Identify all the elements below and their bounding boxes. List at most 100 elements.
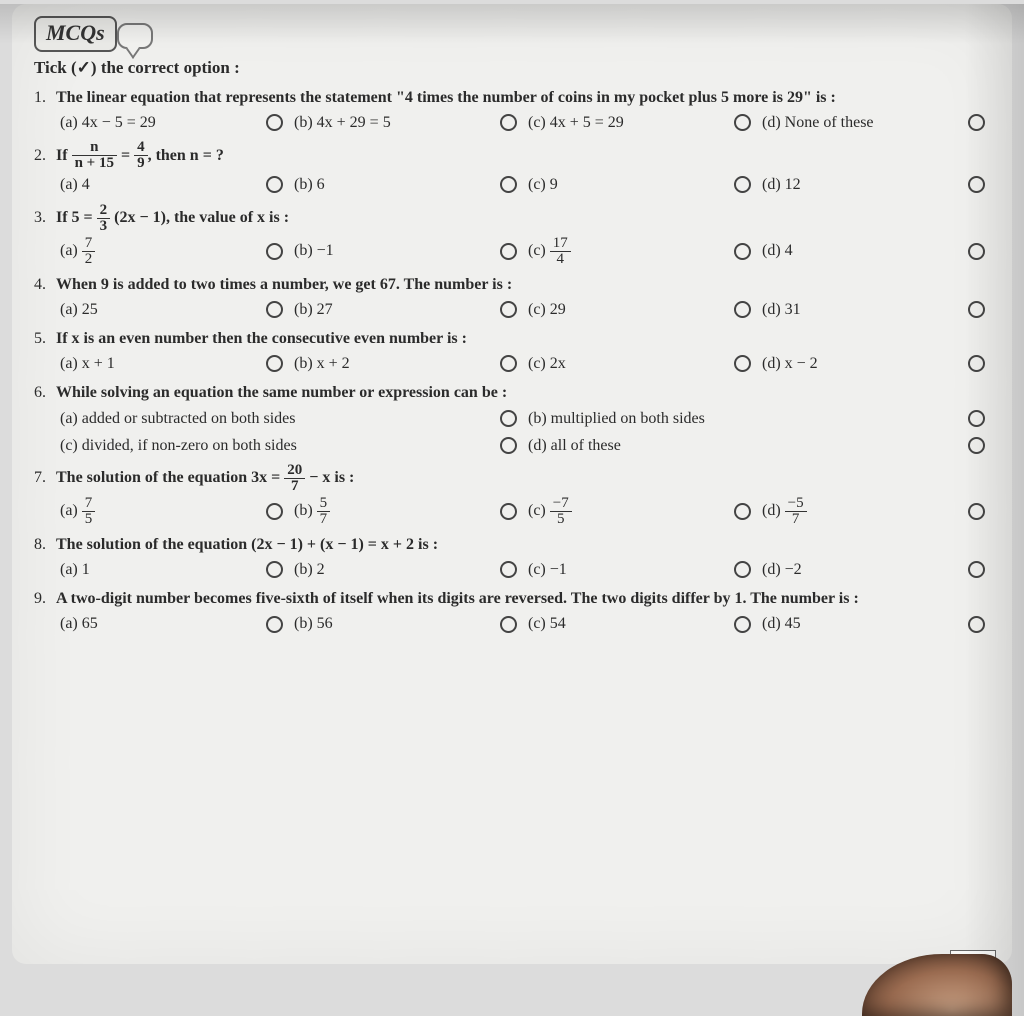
question: 8.The solution of the equation (2x − 1) … <box>34 533 990 581</box>
option: (b) 27 <box>294 298 494 321</box>
option-radio[interactable] <box>968 301 985 318</box>
option-radio[interactable] <box>500 114 517 131</box>
option: (c) 29 <box>528 298 728 321</box>
question-text: If x is an even number then the consecut… <box>56 330 467 347</box>
question-number: 7. <box>34 466 56 489</box>
option-radio[interactable] <box>266 114 283 131</box>
option: (b) −1 <box>294 239 494 262</box>
option: (c) −75 <box>528 496 728 527</box>
option: (b) multiplied on both sides <box>528 407 962 430</box>
question-text: When 9 is added to two times a number, w… <box>56 276 512 293</box>
question: 7.The solution of the equation 3x = 207 … <box>34 463 990 527</box>
option-radio[interactable] <box>266 561 283 578</box>
option: (a) 4 <box>60 173 260 196</box>
option-radio[interactable] <box>734 503 751 520</box>
option-radio[interactable] <box>968 410 985 427</box>
option: (d) None of these <box>762 111 962 134</box>
option-radio[interactable] <box>266 355 283 372</box>
option: (d) −2 <box>762 558 962 581</box>
option-radio[interactable] <box>734 616 751 633</box>
questions-container: 1.The linear equation that represents th… <box>34 86 990 636</box>
option-radio[interactable] <box>500 616 517 633</box>
option: (a) 25 <box>60 298 260 321</box>
question: 4.When 9 is added to two times a number,… <box>34 273 990 321</box>
option-radio[interactable] <box>968 114 985 131</box>
options-row: (a) x + 1(b) x + 2(c) 2x(d) x − 2 <box>60 352 990 375</box>
option-radio[interactable] <box>500 355 517 372</box>
mcq-badge: MCQs <box>34 16 117 52</box>
question: 6.While solving an equation the same num… <box>34 381 990 457</box>
options-row: (a) 4(b) 6(c) 9(d) 12 <box>60 173 990 196</box>
option-radio[interactable] <box>734 176 751 193</box>
options-row: (a) 1(b) 2(c) −1(d) −2 <box>60 558 990 581</box>
question-text: If nn + 15 = 49, then n = ? <box>56 147 224 164</box>
question-number: 6. <box>34 381 56 404</box>
option-radio[interactable] <box>500 410 517 427</box>
option-radio[interactable] <box>500 561 517 578</box>
instruction-text: Tick (✓) the correct option : <box>34 58 990 78</box>
option: (d) 4 <box>762 239 962 262</box>
question-number: 2. <box>34 144 56 167</box>
option-radio[interactable] <box>266 616 283 633</box>
page: MCQs Tick (✓) the correct option : 1.The… <box>12 4 1012 964</box>
question: 2.If nn + 15 = 49, then n = ? (a) 4(b) 6(… <box>34 140 990 196</box>
option: (d) x − 2 <box>762 352 962 375</box>
option: (b) 4x + 29 = 5 <box>294 111 494 134</box>
option-radio[interactable] <box>500 301 517 318</box>
option-radio[interactable] <box>734 561 751 578</box>
option: (a) 65 <box>60 612 260 635</box>
question: 1.The linear equation that represents th… <box>34 86 990 134</box>
option: (c) 54 <box>528 612 728 635</box>
option-radio[interactable] <box>968 503 985 520</box>
option-radio[interactable] <box>734 355 751 372</box>
option: (c) divided, if non-zero on both sides <box>60 434 494 457</box>
option: (c) 4x + 5 = 29 <box>528 111 728 134</box>
option-radio[interactable] <box>266 301 283 318</box>
question-text: While solving an equation the same numbe… <box>56 384 507 401</box>
option-radio[interactable] <box>266 176 283 193</box>
question-number: 9. <box>34 587 56 610</box>
option: (b) x + 2 <box>294 352 494 375</box>
option-radio[interactable] <box>968 176 985 193</box>
question-number: 1. <box>34 86 56 109</box>
option-radio[interactable] <box>500 243 517 260</box>
option-radio[interactable] <box>266 243 283 260</box>
option-radio[interactable] <box>968 616 985 633</box>
option-radio[interactable] <box>734 301 751 318</box>
option-radio[interactable] <box>968 243 985 260</box>
option: (a) 4x − 5 = 29 <box>60 111 260 134</box>
question-number: 8. <box>34 533 56 556</box>
option: (d) 45 <box>762 612 962 635</box>
options-row: (a) 25(b) 27(c) 29(d) 31 <box>60 298 990 321</box>
option: (b) 2 <box>294 558 494 581</box>
option-radio[interactable] <box>500 176 517 193</box>
option-radio[interactable] <box>266 503 283 520</box>
option: (b) 56 <box>294 612 494 635</box>
question: 3.If 5 = 23 (2x − 1), the value of x is … <box>34 203 990 267</box>
option: (d) all of these <box>528 434 962 457</box>
question-number: 3. <box>34 206 56 229</box>
option-radio[interactable] <box>968 355 985 372</box>
options-row: (a) 4x − 5 = 29 (b) 4x + 29 = 5 (c) 4x + 5… <box>60 111 990 134</box>
options-row: (a) 65 (b) 56 (c) 54 (d) 45 <box>60 612 990 635</box>
question-text: The linear equation that represents the … <box>56 89 836 106</box>
question-text: If 5 = 23 (2x − 1), the value of x is : <box>56 209 289 226</box>
speech-bubble-icon <box>117 23 153 49</box>
question-text: The solution of the equation 3x = 207 − … <box>56 469 354 486</box>
option: (c) 2x <box>528 352 728 375</box>
option: (a) 75 <box>60 496 260 527</box>
option: (d) −57 <box>762 496 962 527</box>
question-text: A two-digit number becomes five-sixth of… <box>56 590 859 607</box>
option-radio[interactable] <box>968 561 985 578</box>
option: (a) added or subtracted on both sides <box>60 407 494 430</box>
question-number: 4. <box>34 273 56 296</box>
option-radio[interactable] <box>500 437 517 454</box>
option-radio[interactable] <box>734 243 751 260</box>
option-radio[interactable] <box>500 503 517 520</box>
option-radio[interactable] <box>968 437 985 454</box>
options-row: (a) 75(b) 57(c) −75(d) −57 <box>60 496 990 527</box>
option: (c) 9 <box>528 173 728 196</box>
question-number: 5. <box>34 327 56 350</box>
question: 5.If x is an even number then the consec… <box>34 327 990 375</box>
option-radio[interactable] <box>734 114 751 131</box>
